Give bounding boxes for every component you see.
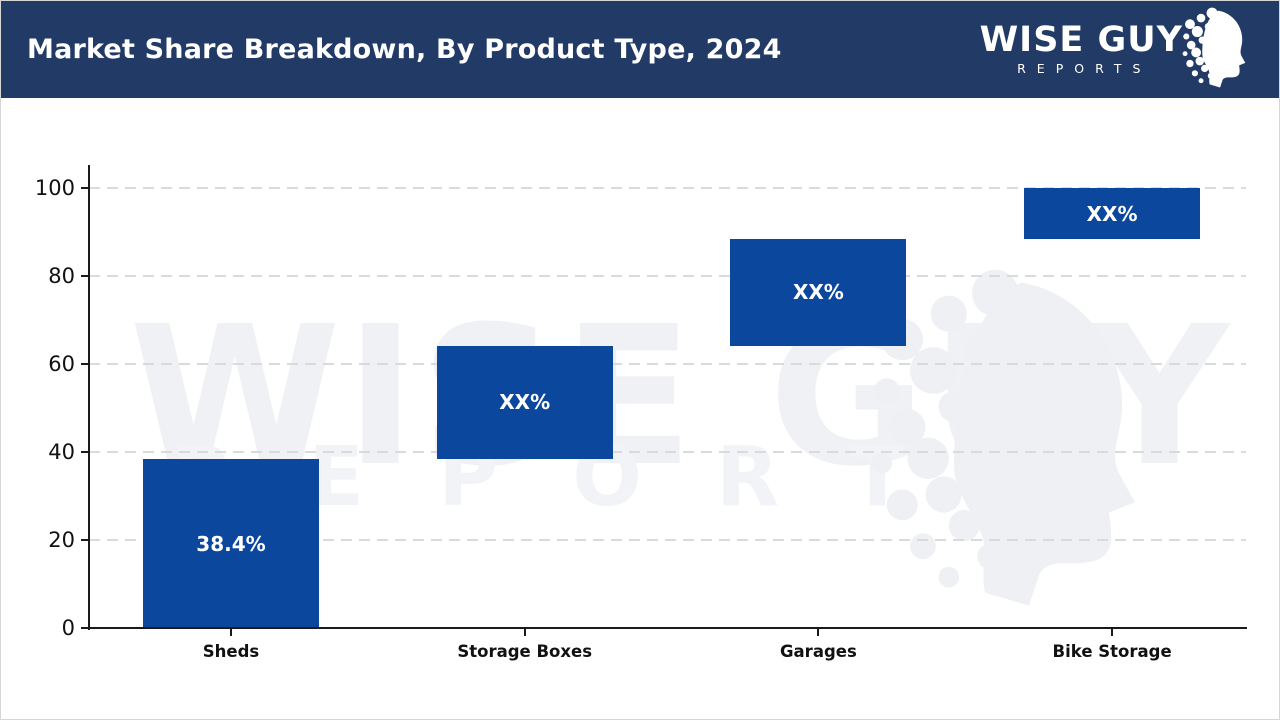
gridline [89,539,1246,541]
x-category-label: Garages [780,642,857,661]
wiseguy-logo: WISE GUY REPORTS [980,7,1255,93]
y-tick-label: 100 [34,176,75,200]
x-tick [230,629,232,636]
y-tick [81,363,89,365]
bar-bike-storage: XX% [1024,188,1201,240]
y-tick-label: 0 [61,616,75,640]
gridline [89,451,1246,453]
x-tick [817,629,820,636]
bar-garages: XX% [730,239,907,346]
x-tick [523,629,526,636]
chart-area: WISE GUY REPORTS 0 20 40 60 80 100 38.4% XX% XX%… [1,98,1279,719]
x-tick [1111,629,1114,636]
y-tick [81,187,89,189]
gridline [89,275,1246,277]
y-tick [81,627,89,629]
y-tick [81,275,89,277]
logo-wordmark: WISE GUY REPORTS [980,23,1183,76]
y-axis-line [88,165,90,630]
x-axis-line [88,627,1247,629]
y-tick [81,451,89,453]
waterfall-chart: 0 20 40 60 80 100 38.4% XX% XX% XX% Sheds Storage B… [1,98,1279,719]
header: Market Share Breakdown, By Product Type,… [1,1,1279,98]
logo-name: WISE GUY [979,20,1183,61]
bar-value-label: XX% [792,280,844,305]
y-tick-label: 60 [48,352,75,376]
y-tick-label: 80 [48,264,75,288]
y-tick-label: 20 [48,528,75,552]
gridline [89,363,1246,365]
y-tick [81,539,89,541]
x-category-label: Bike Storage [1052,642,1172,661]
x-category-label: Sheds [202,642,260,661]
bar-value-label: 38.4% [196,531,266,556]
x-category-label: Storage Boxes [457,642,593,661]
bar-storage-boxes: XX% [436,345,613,460]
bar-value-label: XX% [499,390,551,415]
logo-subtitle: REPORTS [1017,61,1152,77]
page-title: Market Share Breakdown, By Product Type,… [27,34,782,65]
y-tick-label: 40 [48,440,75,464]
bar-sheds: 38.4% [143,459,319,628]
bar-value-label: XX% [1086,201,1138,226]
dotted-head-profile-icon [1182,7,1246,87]
gridline [89,187,1246,189]
